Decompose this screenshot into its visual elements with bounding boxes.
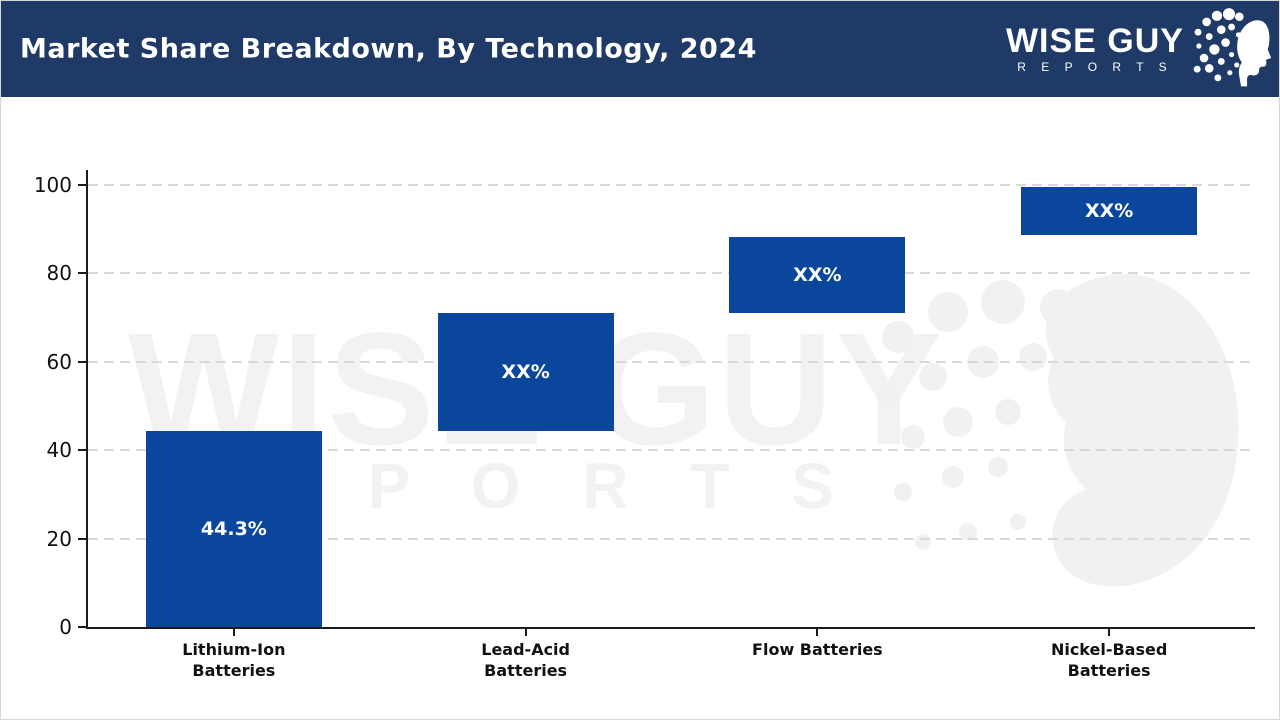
y-axis-line	[86, 170, 88, 629]
category-label: Lead-Acid Batteries	[386, 639, 666, 681]
gridline	[88, 272, 1255, 275]
bar-value-label: 44.3%	[200, 518, 267, 541]
x-tick	[232, 629, 235, 636]
category-label-line: Lead-Acid	[481, 640, 570, 659]
gridline	[88, 537, 1255, 540]
bar-segment: XX%	[729, 236, 906, 314]
y-tick	[78, 449, 86, 452]
bar-value-label: XX%	[501, 361, 550, 384]
y-tick	[78, 360, 86, 363]
y-tick	[78, 184, 86, 186]
x-axis-line	[86, 627, 1255, 629]
logo-subtitle: R E P O R T S	[1017, 60, 1173, 74]
logo-text: WISE GUY R E P O R T S	[1006, 23, 1184, 74]
x-tick	[1108, 629, 1111, 636]
y-tick	[78, 626, 86, 628]
header-bar: Market Share Breakdown, By Technology, 2…	[0, 0, 1280, 97]
y-tick-label: 40	[46, 438, 72, 463]
y-tick-label: 0	[59, 615, 72, 639]
bar-segment: XX%	[437, 313, 614, 432]
watermark-face-icon	[878, 273, 1239, 587]
category-label-line: Nickel-Based	[1050, 640, 1168, 659]
y-tick	[78, 537, 86, 540]
category-label-line: Flow Batteries	[752, 640, 883, 659]
logo-face-icon	[1193, 7, 1272, 86]
category-label: Flow Batteries	[677, 639, 957, 660]
wise-guy-reports-logo: WISE GUY R E P O R T S	[1006, 0, 1272, 97]
category-label: Nickel-Based Batteries	[969, 639, 1249, 681]
category-label-line: Batteries	[484, 661, 568, 680]
y-tick-label: 60	[46, 349, 72, 374]
x-tick	[524, 629, 527, 636]
gridline	[88, 449, 1255, 452]
x-tick	[816, 629, 819, 636]
gridline	[88, 184, 1255, 186]
y-tick	[78, 272, 86, 275]
bar-segment: XX%	[1021, 187, 1198, 235]
category-label-line: Lithium-Ion	[182, 640, 286, 659]
category-label-line: Batteries	[1067, 661, 1151, 680]
bar-value-label: XX%	[793, 263, 842, 286]
bar-value-label: XX%	[1084, 200, 1134, 223]
y-tick-label: 20	[46, 526, 72, 551]
bar-segment: 44.3%	[145, 431, 322, 627]
logo-wordmark: WISE GUY	[1005, 22, 1184, 60]
category-label-line: Batteries	[192, 661, 276, 680]
gridline	[88, 360, 1255, 363]
page-title: Market Share Breakdown, By Technology, 2…	[20, 33, 757, 64]
y-tick-label: 100	[33, 173, 72, 197]
category-label: Lithium-Ion Batteries	[94, 639, 374, 681]
y-tick-label: 80	[46, 261, 72, 286]
